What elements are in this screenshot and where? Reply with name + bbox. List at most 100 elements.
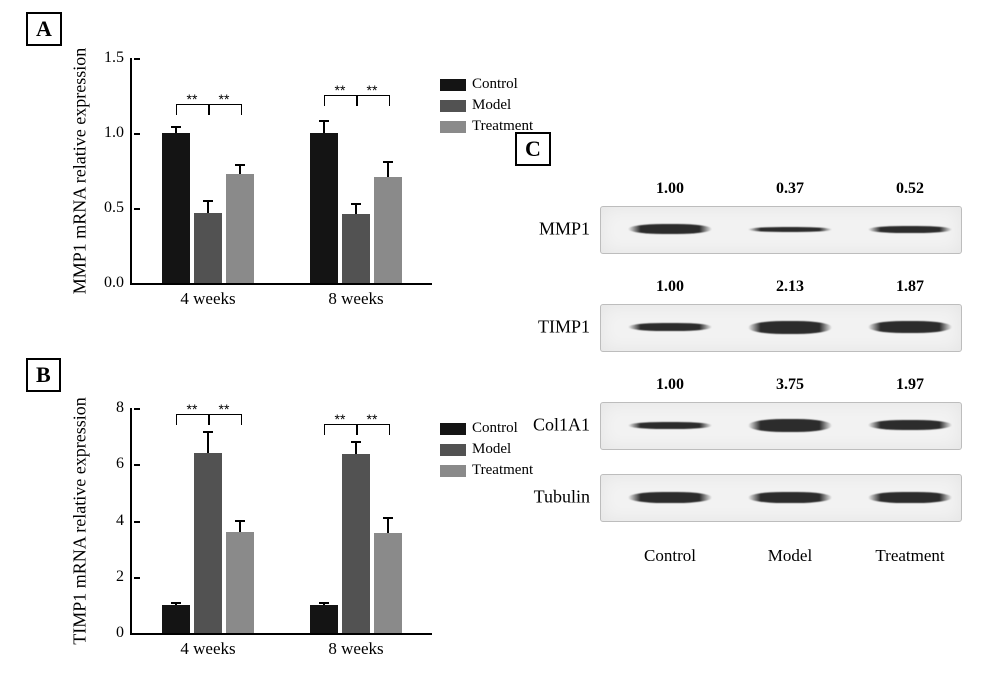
legend-swatch [440, 121, 466, 133]
significance-marker: ** [187, 91, 198, 107]
y-tick: 6 [116, 455, 132, 473]
blot-band [628, 492, 712, 503]
blot-band [868, 492, 952, 503]
legend-swatch [440, 423, 466, 435]
y-tick: 1.5 [104, 49, 132, 67]
y-tick: 2 [116, 568, 132, 586]
error-bar [387, 518, 389, 533]
blot-band [748, 419, 832, 432]
chart-b-plot: 02468TIMP1 mRNA relative expression4 wee… [130, 408, 432, 635]
chart-a-legend: Control Model Treatment [440, 76, 533, 139]
blot-band [628, 422, 712, 429]
legend-item: Model [440, 441, 533, 458]
panel-c-blots: 1.000.370.52MMP11.002.131.87TIMP11.003.7… [600, 160, 970, 660]
error-bar [355, 204, 357, 215]
blot-quant-value: 2.13 [776, 278, 804, 296]
chart-a-plot: 0.00.51.01.5MMP1 mRNA relative expressio… [130, 58, 432, 285]
blot-quant-value: 1.00 [656, 376, 684, 394]
legend-label: Control [472, 76, 518, 93]
blot-quant-value: 1.87 [896, 278, 924, 296]
significance-marker: ** [367, 82, 378, 98]
bar [310, 605, 338, 633]
error-bar [207, 201, 209, 213]
blot-row-label: TIMP1 [538, 317, 600, 338]
y-axis-label: TIMP1 mRNA relative expression [70, 397, 91, 644]
y-tick: 0.5 [104, 199, 132, 217]
bar [226, 174, 254, 284]
legend-swatch [440, 100, 466, 112]
legend-swatch [440, 79, 466, 91]
blot-quant-value: 1.97 [896, 376, 924, 394]
bar [194, 213, 222, 284]
bar [194, 453, 222, 633]
blot-quant-value: 3.75 [776, 376, 804, 394]
chart-b: 0 2 4 6 8 TIMP1 mRNA relative expression 4 wee… [70, 398, 490, 668]
legend-swatch [440, 444, 466, 456]
blot-quant-value: 0.37 [776, 180, 804, 198]
legend-label: Treatment [472, 462, 533, 479]
x-group-label: 4 weeks [180, 633, 235, 659]
blot-row-label: MMP1 [539, 219, 600, 240]
blot-band [628, 323, 712, 331]
blot-band [748, 227, 832, 232]
error-bar [323, 121, 325, 133]
blot-column-label: Treatment [875, 546, 944, 566]
bar [226, 532, 254, 633]
legend-item: Model [440, 97, 533, 114]
y-tick: 1.0 [104, 124, 132, 142]
significance-marker: ** [335, 82, 346, 98]
error-bar [175, 603, 177, 605]
x-group-label: 8 weeks [328, 633, 383, 659]
y-tick: 0 [116, 624, 132, 642]
error-bar [239, 165, 241, 174]
legend-item: Treatment [440, 118, 533, 135]
blot-column-label: Model [768, 546, 812, 566]
bar [374, 177, 402, 284]
error-bar [239, 521, 241, 532]
legend-swatch [440, 465, 466, 477]
blot-quant-value: 1.00 [656, 278, 684, 296]
bar [162, 605, 190, 633]
blot-band [868, 420, 952, 430]
legend-label: Model [472, 441, 511, 458]
blot-band [868, 321, 952, 333]
significance-marker: ** [187, 401, 198, 417]
y-tick: 0.0 [104, 274, 132, 292]
y-tick: 8 [116, 399, 132, 417]
y-axis-label: MMP1 mRNA relative expression [70, 47, 91, 293]
legend-label: Treatment [472, 118, 533, 135]
blot-quant-value: 0.52 [896, 180, 924, 198]
blot-column-label: Control [644, 546, 696, 566]
legend-label: Model [472, 97, 511, 114]
bar [162, 133, 190, 283]
chart-a: 0.0 0.5 1.0 1.5 MMP1 mRNA relative expressio… [70, 48, 490, 318]
error-bar [387, 162, 389, 177]
error-bar [323, 603, 325, 605]
bar [374, 533, 402, 633]
x-group-label: 8 weeks [328, 283, 383, 309]
panel-label-a: A [26, 12, 62, 46]
error-bar [355, 442, 357, 455]
bar [342, 454, 370, 633]
error-bar [207, 432, 209, 453]
blot-quant-value: 1.00 [656, 180, 684, 198]
error-bar [175, 127, 177, 133]
blot-row-label: Col1A1 [533, 415, 600, 436]
blot-band [628, 224, 712, 234]
y-tick: 4 [116, 512, 132, 530]
chart-b-legend: Control Model Treatment [440, 420, 533, 483]
significance-marker: ** [219, 401, 230, 417]
legend-item: Control [440, 76, 533, 93]
blot-band [748, 321, 832, 334]
panel-label-b: B [26, 358, 61, 392]
legend-label: Control [472, 420, 518, 437]
significance-marker: ** [335, 411, 346, 427]
significance-marker: ** [367, 411, 378, 427]
blot-band [868, 226, 952, 233]
bar [342, 214, 370, 283]
x-group-label: 4 weeks [180, 283, 235, 309]
blot-band [748, 492, 832, 503]
legend-item: Treatment [440, 462, 533, 479]
legend-item: Control [440, 420, 533, 437]
blot-row-label: Tubulin [534, 487, 600, 508]
